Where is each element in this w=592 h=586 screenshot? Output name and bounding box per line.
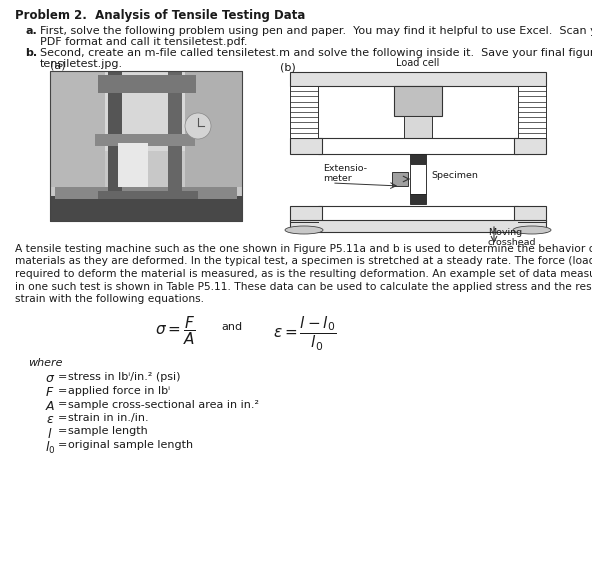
- Text: Second, create an m-file called tensiletest.m and solve the following inside it.: Second, create an m-file called tensilet…: [40, 48, 592, 58]
- Bar: [404, 116, 432, 138]
- Bar: [50, 71, 242, 221]
- Text: $l$: $l$: [47, 427, 53, 441]
- Bar: [118, 143, 148, 187]
- Text: where: where: [28, 359, 63, 369]
- Text: $\varepsilon$: $\varepsilon$: [46, 413, 54, 426]
- Bar: [410, 194, 426, 204]
- Bar: [410, 154, 426, 164]
- Text: A tensile testing machine such as the one shown in Figure P5.11a and b is used t: A tensile testing machine such as the on…: [15, 244, 592, 254]
- Bar: [50, 71, 105, 187]
- Text: strain in in./in.: strain in in./in.: [68, 413, 149, 423]
- Bar: [514, 138, 546, 154]
- Bar: [318, 206, 518, 222]
- Text: stress in lbⁱ/in.² (psi): stress in lbⁱ/in.² (psi): [68, 373, 181, 383]
- Text: $l_0$: $l_0$: [45, 440, 55, 456]
- Text: Specimen: Specimen: [431, 171, 478, 179]
- Text: $F$: $F$: [46, 386, 54, 399]
- Bar: [50, 71, 242, 221]
- Bar: [318, 138, 518, 154]
- Text: b.: b.: [25, 48, 37, 58]
- Text: applied force in lbⁱ: applied force in lbⁱ: [68, 386, 170, 396]
- Text: (a): (a): [50, 61, 66, 71]
- Text: First, solve the following problem using pen and paper.  You may find it helpful: First, solve the following problem using…: [40, 26, 592, 36]
- Bar: [95, 134, 195, 146]
- Text: =: =: [58, 400, 67, 410]
- Bar: [55, 187, 237, 199]
- Text: in one such test is shown in Table P5.11. These data can be used to calculate th: in one such test is shown in Table P5.11…: [15, 281, 592, 291]
- Bar: [290, 206, 322, 222]
- Bar: [50, 196, 242, 221]
- Text: tensiletest.jpg.: tensiletest.jpg.: [40, 59, 123, 69]
- Bar: [290, 138, 322, 154]
- Bar: [168, 71, 182, 193]
- Circle shape: [185, 113, 211, 139]
- Text: Problem 2.  Analysis of Tensile Testing Data: Problem 2. Analysis of Tensile Testing D…: [15, 9, 305, 22]
- Text: required to deform the material is measured, as is the resulting deformation. An: required to deform the material is measu…: [15, 269, 592, 279]
- Text: (b): (b): [280, 62, 296, 72]
- Ellipse shape: [285, 226, 323, 234]
- Bar: [278, 72, 558, 234]
- Text: Extensio-
meter: Extensio- meter: [323, 164, 367, 183]
- Text: $\sigma = \dfrac{F}{A}$: $\sigma = \dfrac{F}{A}$: [155, 315, 195, 347]
- Text: =: =: [58, 413, 67, 423]
- Bar: [98, 75, 196, 93]
- Text: Load cell: Load cell: [396, 58, 440, 68]
- Text: Moving
crosshead: Moving crosshead: [488, 228, 536, 247]
- Bar: [98, 191, 198, 199]
- Bar: [290, 86, 318, 138]
- Text: sample length: sample length: [68, 427, 148, 437]
- Text: $\varepsilon = \dfrac{l - l_0}{l_0}$: $\varepsilon = \dfrac{l - l_0}{l_0}$: [274, 315, 337, 353]
- Bar: [514, 206, 546, 222]
- Ellipse shape: [513, 226, 551, 234]
- Bar: [410, 164, 426, 194]
- Text: and: and: [221, 322, 243, 332]
- Text: =: =: [58, 427, 67, 437]
- Text: PDF format and call it tensiletest.pdf.: PDF format and call it tensiletest.pdf.: [40, 37, 247, 47]
- Bar: [392, 172, 408, 186]
- Text: sample cross-sectional area in in.²: sample cross-sectional area in in.²: [68, 400, 259, 410]
- Text: materials as they are deformed. In the typical test, a specimen is stretched at : materials as they are deformed. In the t…: [15, 257, 592, 267]
- Bar: [185, 71, 242, 187]
- Bar: [290, 220, 546, 232]
- Text: a.: a.: [25, 26, 37, 36]
- Bar: [518, 86, 546, 138]
- Bar: [50, 71, 242, 151]
- Text: strain with the following equations.: strain with the following equations.: [15, 294, 204, 304]
- Text: =: =: [58, 440, 67, 450]
- Bar: [108, 71, 122, 193]
- Bar: [290, 72, 546, 86]
- Text: $A$: $A$: [45, 400, 55, 413]
- Bar: [394, 86, 442, 116]
- Text: =: =: [58, 373, 67, 383]
- Text: original sample length: original sample length: [68, 440, 193, 450]
- Text: $\sigma$: $\sigma$: [45, 373, 55, 386]
- Text: =: =: [58, 386, 67, 396]
